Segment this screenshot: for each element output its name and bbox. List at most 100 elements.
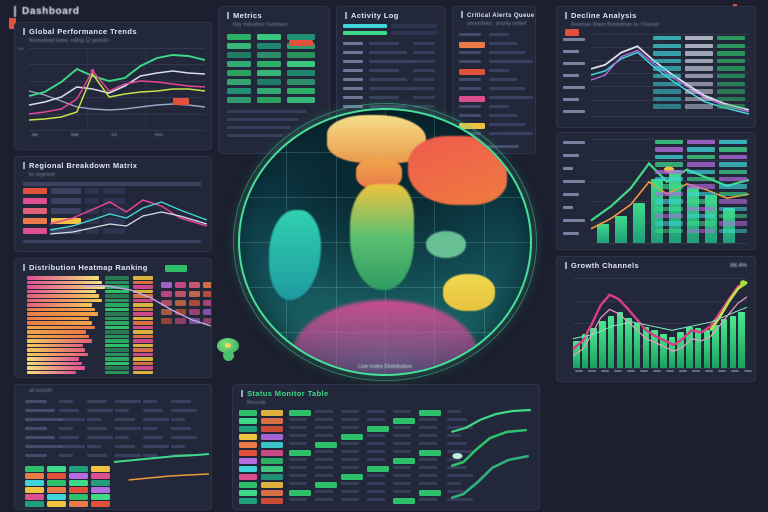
status-cell-highlight[interactable] [367,466,389,472]
score-cell-green[interactable] [105,357,129,361]
alert-severity-badge[interactable] [459,123,485,129]
status-row-badge[interactable] [239,450,257,456]
score-badge[interactable] [189,318,200,324]
score-cell-warm[interactable] [133,352,153,357]
detail-badge[interactable] [69,494,88,500]
score-cell-warm[interactable] [133,276,153,280]
score-cell-warm[interactable] [133,325,153,330]
score-badge[interactable] [203,309,211,315]
score-badge[interactable] [203,300,211,306]
metrics-cards-body[interactable] [219,30,329,150]
status-cell-highlight[interactable] [393,418,415,424]
growth-bar[interactable] [590,328,597,368]
status-cell-highlight[interactable] [315,442,337,448]
status-row-badge[interactable] [261,410,283,416]
chart-decline[interactable] [557,30,755,122]
metric-alert-card[interactable] [289,40,313,46]
status-row-badge[interactable] [261,490,283,496]
status-row-badge[interactable] [239,474,257,480]
score-badge[interactable] [161,291,172,297]
metric-card[interactable] [287,34,315,40]
status-row-badge[interactable] [261,434,283,440]
score-cell-warm[interactable] [133,330,153,334]
status-row-badge[interactable] [261,442,283,448]
score-cell-green[interactable] [105,303,129,307]
status-row-badge[interactable] [261,450,283,456]
heatmap-bar[interactable] [27,289,96,294]
heatmap-bar[interactable] [27,298,102,303]
detail-badge[interactable] [47,494,66,500]
heatmap-bar[interactable] [27,370,76,375]
score-cell-warm[interactable] [133,334,153,339]
metric-card[interactable] [287,43,315,49]
score-cell-green[interactable] [105,289,129,294]
status-row-badge[interactable] [239,482,257,488]
heatmap-bar[interactable] [27,280,102,285]
score-cell-green[interactable] [105,330,129,334]
volume-bar[interactable] [615,215,627,243]
score-cell-warm[interactable] [133,339,153,343]
score-badge[interactable] [175,309,186,315]
table-row[interactable] [15,188,211,195]
detail-badge[interactable] [91,480,110,486]
score-cell-warm[interactable] [133,366,153,370]
score-cell-green[interactable] [105,370,129,375]
heatmap-bar[interactable] [27,294,99,298]
status-cell-highlight[interactable] [341,474,363,480]
metric-card[interactable] [287,70,315,76]
score-badge[interactable] [189,309,200,315]
status-row-badge[interactable] [261,482,283,488]
score-badge[interactable] [161,309,172,315]
table-row[interactable] [15,198,211,205]
status-row-badge[interactable] [261,458,283,464]
metric-card[interactable] [257,52,281,58]
score-cell-warm[interactable] [133,357,153,361]
score-cell-green[interactable] [105,325,129,330]
status-row-badge[interactable] [261,474,283,480]
status-cell-highlight[interactable] [341,434,363,440]
status-cell-highlight[interactable] [315,482,337,488]
score-cell-green[interactable] [105,348,129,352]
status-row-badge[interactable] [261,498,283,504]
detail-badge[interactable] [91,473,110,479]
growth-bar[interactable] [633,323,641,368]
score-cell-green[interactable] [105,343,129,348]
heatmap-bar[interactable] [27,312,99,316]
heatmap-bar[interactable] [27,307,96,312]
detail-badge[interactable] [47,487,66,493]
status-row-badge[interactable] [239,426,257,432]
score-cell-warm[interactable] [133,316,153,321]
status-row-badge[interactable] [261,418,283,424]
heatmap-bar[interactable] [27,334,89,339]
score-cell-green[interactable] [105,276,129,280]
score-cell-green[interactable] [105,294,129,298]
status-row-badge[interactable] [239,466,257,472]
growth-bar[interactable] [625,317,632,368]
growth-bar[interactable] [712,324,719,368]
metric-card[interactable] [257,97,281,103]
status-cell-highlight[interactable] [419,490,441,496]
detail-badge[interactable] [47,466,66,472]
heatmap-ranking-body[interactable] [15,265,211,377]
metric-card[interactable] [257,70,281,76]
chart-trend-overview[interactable]: 100 Jan Mar Jul Nov [15,46,211,144]
status-row-badge[interactable] [261,426,283,432]
score-badge[interactable] [161,300,172,306]
score-cell-green[interactable] [105,298,129,303]
score-cell-green[interactable] [105,307,129,312]
alert-severity-badge[interactable] [459,69,485,75]
heatmap-bar[interactable] [27,352,89,357]
detail-badge[interactable] [69,487,88,493]
status-row-badge[interactable] [239,458,257,464]
table-row[interactable] [15,228,211,235]
metric-card[interactable] [287,97,315,103]
chart-growth[interactable] [557,272,755,380]
score-badge[interactable] [203,282,211,288]
detail-badge[interactable] [69,466,88,472]
alert-severity-badge[interactable] [459,96,485,102]
score-cell-warm[interactable] [133,370,153,375]
metric-card[interactable] [257,79,281,85]
chart-volume[interactable] [557,133,755,249]
score-badge[interactable] [161,282,172,288]
heatmap-bar[interactable] [27,321,92,325]
